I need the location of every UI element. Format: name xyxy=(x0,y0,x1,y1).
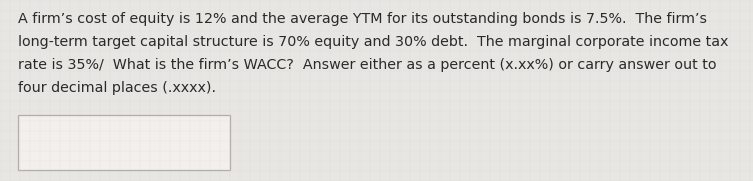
Bar xyxy=(18,115,230,170)
Text: long-term target capital structure is 70% equity and 30% debt.  The marginal cor: long-term target capital structure is 70… xyxy=(18,35,728,49)
Text: four decimal places (.xxxx).: four decimal places (.xxxx). xyxy=(18,81,216,95)
Text: A firm’s cost of equity is 12% and the average YTM for its outstanding bonds is : A firm’s cost of equity is 12% and the a… xyxy=(18,12,707,26)
Text: rate is 35%/  What is the firm’s WACC?  Answer either as a percent (x.xx%) or ca: rate is 35%/ What is the firm’s WACC? An… xyxy=(18,58,717,72)
